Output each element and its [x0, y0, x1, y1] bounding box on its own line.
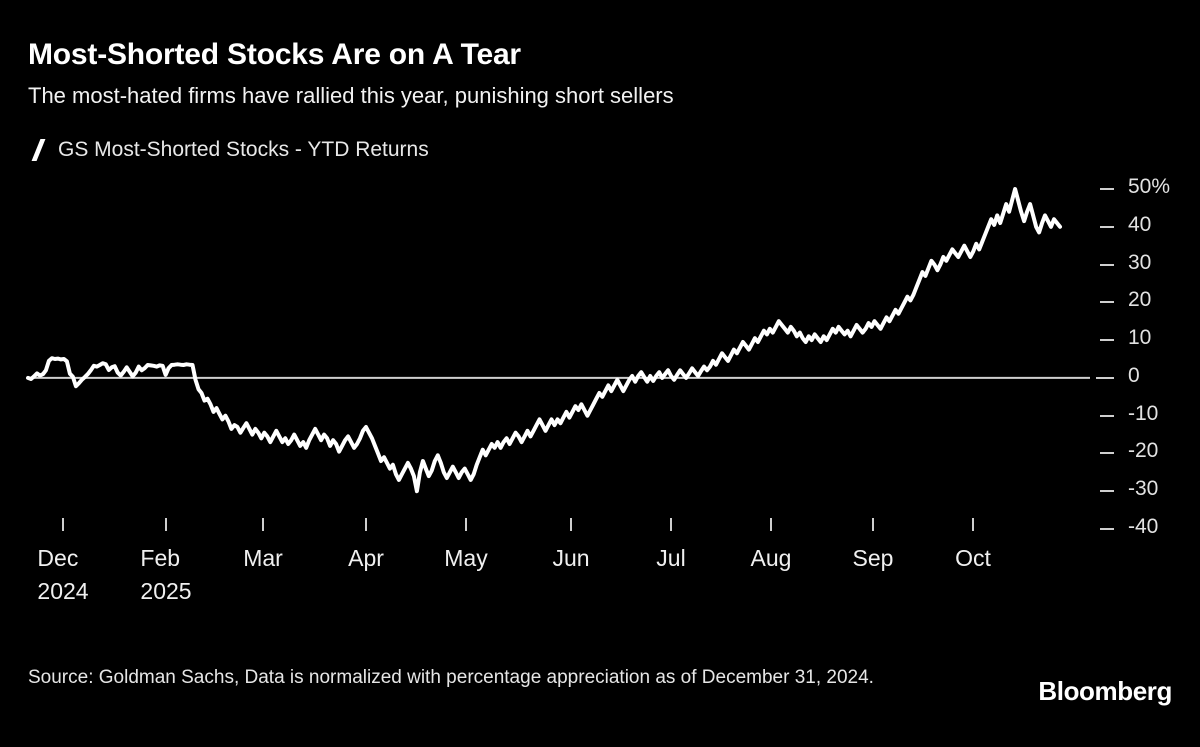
y-axis-tick — [1100, 528, 1114, 530]
x-axis-tick — [872, 518, 874, 531]
chart-legend: GS Most-Shorted Stocks - YTD Returns — [28, 137, 429, 163]
x-axis-month: Oct — [955, 545, 991, 571]
y-axis-label: 40 — [1128, 212, 1152, 236]
y-axis-tick — [1100, 490, 1114, 493]
x-axis-month: May — [444, 545, 488, 571]
bloomberg-logo: Bloomberg — [1038, 676, 1172, 706]
x-axis-tick — [465, 518, 467, 531]
x-axis-label: Jun — [552, 545, 589, 572]
x-axis-tick — [670, 518, 672, 531]
legend-series-label: GS Most-Shorted Stocks - YTD Returns — [58, 138, 429, 161]
x-axis-tick — [62, 518, 64, 531]
x-axis-month: Apr — [348, 545, 384, 571]
x-axis-tick — [972, 518, 974, 531]
y-axis-label: 0 — [1128, 363, 1140, 387]
x-axis-month: Jul — [656, 545, 686, 571]
x-axis-month: Dec — [37, 545, 79, 571]
x-axis-year: 2025 — [140, 578, 192, 604]
x-axis-label: Mar — [243, 545, 283, 572]
x-axis-tick — [365, 518, 367, 531]
page-title: Most-Shorted Stocks Are on A Tear — [28, 38, 521, 71]
y-axis-label: -20 — [1128, 439, 1159, 463]
x-axis-month: Mar — [243, 545, 283, 571]
y-axis-tick — [1096, 376, 1114, 379]
x-axis-tick — [262, 518, 264, 531]
x-axis-tick — [770, 518, 772, 531]
x-axis-label: Aug — [751, 545, 792, 572]
x-axis-tick — [570, 518, 572, 531]
y-axis-label: -30 — [1128, 477, 1159, 501]
x-axis-month: Aug — [750, 545, 792, 571]
y-axis-label: 20 — [1128, 288, 1152, 312]
y-axis-tick — [1100, 188, 1114, 190]
y-axis-tick — [1100, 301, 1114, 304]
y-axis-tick — [1100, 225, 1114, 228]
x-axis-month: Sep — [852, 545, 894, 571]
series-line-gs-most-shorted — [26, 187, 1062, 494]
y-axis-label: -40 — [1128, 515, 1159, 538]
y-axis-tick — [1100, 452, 1114, 455]
x-axis-label: Jul — [656, 545, 685, 572]
y-axis-label: -10 — [1128, 401, 1159, 425]
x-axis-month: Feb — [140, 545, 181, 571]
x-axis-label: Dec 2024 — [37, 545, 88, 605]
y-axis-label: 30 — [1128, 250, 1152, 274]
y-axis-label: 10 — [1128, 326, 1152, 350]
y-axis-tick — [1100, 339, 1114, 342]
x-axis-label: Apr — [348, 545, 384, 572]
x-axis-label: Sep — [853, 545, 894, 572]
source-note: Source: Goldman Sachs, Data is normalize… — [28, 667, 874, 688]
x-axis-year: 2024 — [37, 578, 89, 604]
x-axis-month: Jun — [552, 545, 590, 571]
y-axis-label: 50% — [1128, 175, 1171, 198]
y-axis-tick — [1100, 263, 1114, 266]
y-axis-tick — [1100, 414, 1114, 417]
x-axis-label: Feb 2025 — [140, 545, 191, 605]
x-axis-label: Oct — [955, 545, 991, 572]
chart-subtitle: The most-hated firms have rallied this y… — [28, 83, 674, 108]
x-axis-tick — [165, 518, 167, 531]
x-axis-label: May — [444, 545, 487, 572]
